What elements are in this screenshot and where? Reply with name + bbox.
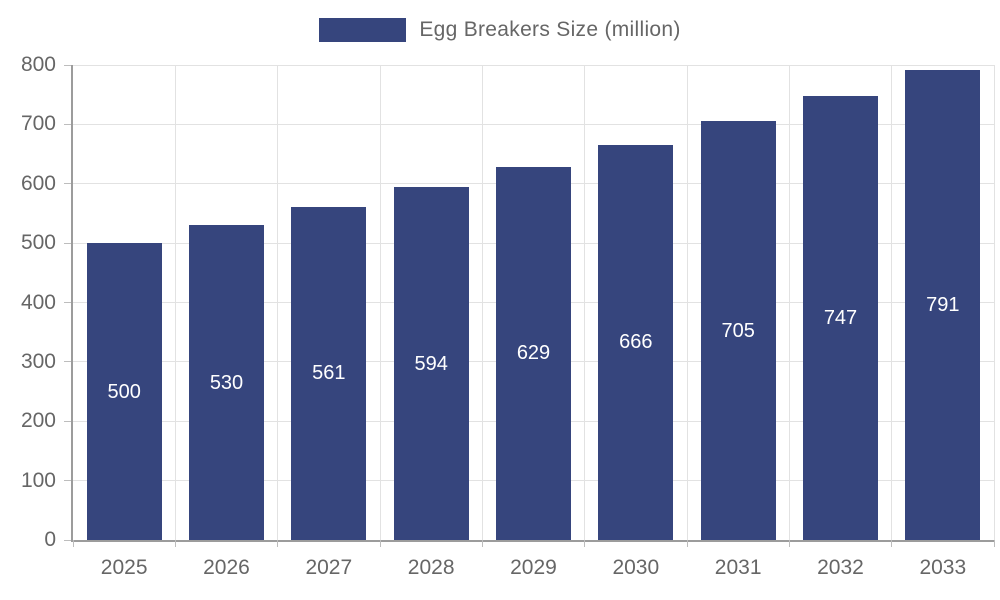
y-tick-label: 700: [20, 112, 56, 136]
bar-value-label: 747: [823, 307, 858, 330]
x-tick-label: 2033: [919, 556, 967, 579]
bar-2025: [86, 243, 162, 540]
bar-2029: [496, 166, 571, 540]
x-axis-tick: [788, 540, 790, 547]
bar-value-label: 791: [926, 294, 960, 317]
y-tick-label: 100: [20, 468, 56, 492]
y-axis-tick: [64, 539, 71, 541]
x-axis-tick: [72, 540, 74, 547]
bar-value-label: 530: [209, 371, 244, 394]
y-axis-tick: [64, 242, 71, 244]
chart-legend: Egg Breakers Size (million): [0, 18, 1000, 42]
x-gridline: [788, 65, 790, 540]
x-tick-label: 2026: [203, 556, 250, 579]
bar-value-label: 594: [414, 352, 448, 375]
y-tick-label: 0: [44, 528, 56, 551]
bar-value-label: 666: [619, 331, 653, 354]
y-gridline: [73, 123, 994, 125]
bar-value-label: 629: [516, 342, 551, 365]
y-axis-tick: [64, 302, 71, 303]
legend-label: Egg Breakers Size (million): [419, 18, 681, 41]
y-tick-label: 400: [20, 290, 56, 314]
x-tick-label: 2029: [510, 556, 557, 579]
x-gridline: [891, 65, 893, 540]
y-tick-label: 200: [20, 409, 56, 433]
y-axis-line: [71, 65, 73, 540]
x-gridline: [277, 65, 279, 540]
x-tick-label: 2028: [407, 556, 455, 579]
x-axis-tick: [584, 540, 586, 547]
x-tick-label: 2030: [612, 556, 660, 579]
bar-2030: [598, 144, 674, 540]
bar-value-label: 705: [721, 319, 755, 342]
x-axis-tick: [891, 540, 893, 547]
legend-swatch-icon: [319, 18, 407, 42]
y-axis-tick: [64, 64, 71, 66]
y-gridline: [73, 64, 994, 66]
bar-2027: [291, 206, 367, 540]
bar-2031: [700, 121, 776, 540]
y-tick-label: 500: [20, 231, 56, 255]
y-tick-label: 300: [20, 349, 56, 373]
bar-value-label: 561: [312, 362, 346, 385]
x-axis-tick: [174, 540, 176, 547]
x-gridline: [686, 65, 688, 540]
x-gridline: [379, 65, 381, 540]
y-tick-label: 600: [20, 171, 56, 195]
bar-value-label: 500: [107, 380, 141, 403]
bar-2026: [189, 225, 264, 540]
x-axis-tick: [686, 540, 688, 547]
y-axis-tick: [64, 183, 71, 185]
x-axis-line: [71, 540, 994, 542]
bar-2033: [905, 70, 981, 540]
x-axis-tick: [993, 540, 995, 547]
x-tick-label: 2025: [100, 556, 148, 579]
x-gridline: [584, 65, 586, 540]
y-axis-tick: [64, 480, 71, 482]
x-tick-label: 2027: [305, 556, 353, 579]
x-axis-tick: [481, 540, 483, 547]
plot-area: 0 100 200 300 400 500 600 700 800 500 2025 530 2026 5…: [21, 53, 995, 579]
y-axis-tick: [64, 361, 71, 363]
bar-2028: [393, 187, 469, 540]
x-gridline: [481, 65, 483, 540]
x-tick-label: 2031: [714, 556, 762, 579]
y-axis-tick: [64, 420, 71, 422]
x-axis-tick: [277, 540, 279, 547]
x-gridline: [174, 65, 176, 540]
x-axis-tick: [379, 540, 381, 547]
bar-2032: [803, 96, 878, 540]
y-tick-label: 800: [20, 53, 56, 76]
y-axis-tick: [64, 123, 71, 125]
x-gridline: [993, 65, 995, 540]
x-tick-label: 2032: [817, 556, 864, 579]
